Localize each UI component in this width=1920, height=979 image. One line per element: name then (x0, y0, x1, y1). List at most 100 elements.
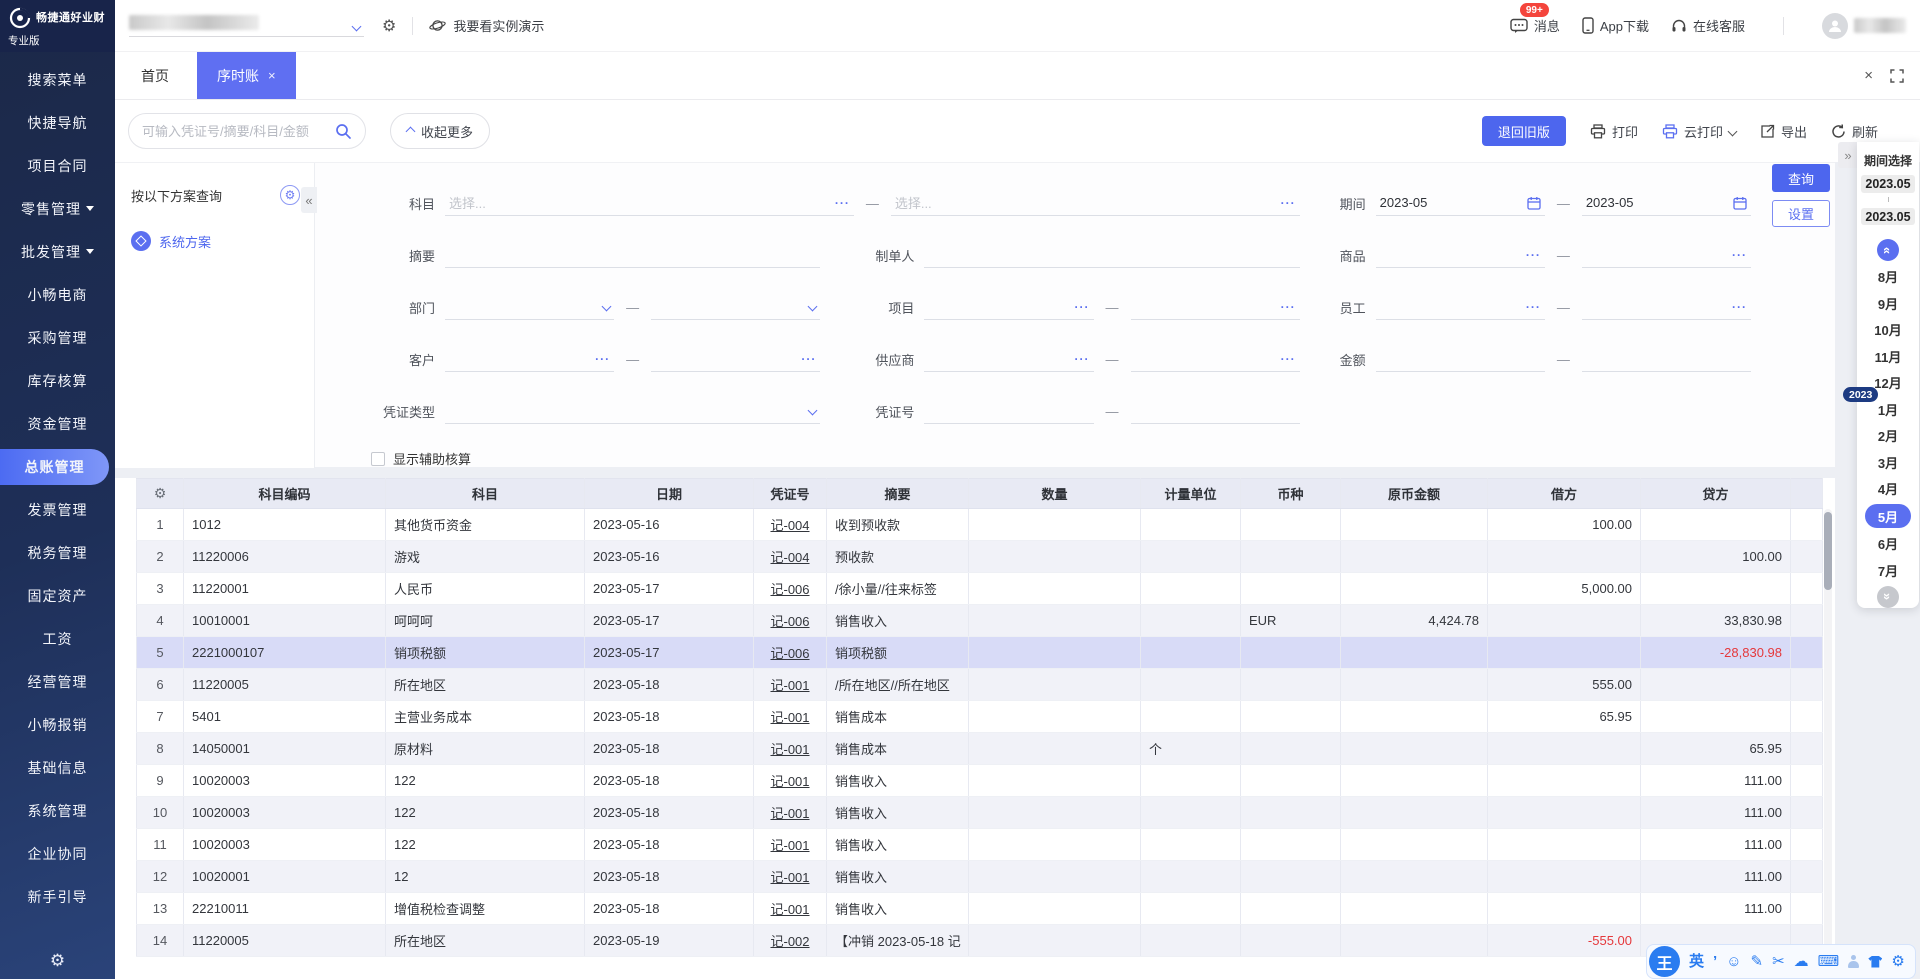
month-item-9[interactable]: 9月 (1877, 296, 1899, 312)
filter-field-project-1[interactable]: ··· (924, 294, 1094, 320)
table-row[interactable]: 6 11220005 所在地区 2023-05-18 记-001/所在地区//所在地区 5… (136, 668, 1823, 701)
tab-home[interactable]: 首页 (141, 67, 169, 84)
fullscreen-icon[interactable] (1890, 68, 1904, 83)
period-to[interactable]: 2023.05 (1861, 207, 1915, 226)
month-item-3[interactable]: 3月 (1877, 455, 1899, 471)
online-support-button[interactable]: 在线客服 (1671, 16, 1745, 35)
collapse-panel-icon[interactable]: « (301, 187, 317, 213)
ime-logo-icon[interactable]: 王 (1649, 946, 1680, 977)
table-row[interactable]: 4 10010001 呵呵呵 2023-05-17 记-006 销售收入 EUR 4,424.… (136, 604, 1823, 637)
voucher-link[interactable]: 记-001 (770, 678, 810, 693)
gear-icon[interactable]: ⚙ (382, 17, 397, 35)
screenshot-scissors-icon[interactable]: ✂ (1772, 953, 1785, 970)
sidebar-item-invoice-mgmt[interactable]: 发票管理 (0, 488, 115, 531)
query-button[interactable]: 查询 (1772, 164, 1830, 192)
ellipsis-picker-icon[interactable]: ··· (1280, 351, 1296, 366)
ellipsis-picker-icon[interactable]: ··· (1074, 351, 1090, 366)
keyboard-icon[interactable]: ⌨ (1817, 953, 1840, 970)
table-row[interactable]: 8 14050001 原材料 2023-05-18 记-001 销售成本 个 65.95 (136, 732, 1823, 765)
voucher-link[interactable]: 记-001 (770, 710, 810, 725)
sidebar-item-system-mgmt[interactable]: 系统管理 (0, 789, 115, 832)
ime-punctuation-icon[interactable]: ’ (1713, 953, 1718, 970)
voucher-link[interactable]: 记-001 (770, 742, 810, 757)
filter-field-supplier-2[interactable]: ··· (1130, 346, 1300, 372)
sidebar-item-search-menu[interactable]: 搜索菜单 (0, 58, 115, 101)
voucher-link[interactable]: 记-001 (770, 838, 810, 853)
ime-settings-gear-icon[interactable]: ⚙ (1891, 953, 1905, 970)
calendar-icon[interactable] (1527, 196, 1541, 210)
month-item-6[interactable]: 6月 (1877, 537, 1899, 553)
month-item-11[interactable]: 11月 (1874, 349, 1902, 365)
voucher-link[interactable]: 记-006 (770, 582, 810, 597)
filter-field-customer-2[interactable]: ··· (651, 346, 821, 372)
search-input[interactable] (142, 123, 335, 139)
scheme-item-system[interactable]: 系统方案 (131, 231, 314, 251)
table-row[interactable]: 9 10020003 122 2023-05-18 记-001 销售收入 111.00 (136, 764, 1823, 797)
ellipsis-picker-icon[interactable]: ··· (834, 195, 850, 210)
month-item-8[interactable]: 8月 (1877, 270, 1899, 286)
table-row[interactable]: 11 10020003 122 2023-05-18 记-001 销售收入 111.00 (136, 828, 1823, 861)
scheme-settings-gear-icon[interactable]: ⚙ (280, 185, 300, 205)
filter-field-goods-2[interactable]: ··· (1581, 242, 1751, 268)
sidebar-item-inventory-accounting[interactable]: 库存核算 (0, 359, 115, 402)
table-row[interactable]: 5 2221000107 销项税额 2023-05-17 记-006 销项税额 -28,83… (136, 636, 1823, 669)
sidebar-item-operation-mgmt[interactable]: 经营管理 (0, 660, 115, 703)
filter-field-customer-1[interactable]: ··· (445, 346, 615, 372)
demo-link[interactable]: 我要看实例演示 (429, 16, 544, 35)
sidebar-item-general-ledger[interactable]: 总账管理 (0, 448, 109, 485)
filter-field-voucher-type-1[interactable] (445, 398, 821, 424)
voucher-link[interactable]: 记-004 (770, 550, 810, 565)
month-item-1[interactable]: 1月 2023 (1843, 387, 1919, 420)
filter-field-summary-1[interactable] (445, 242, 821, 268)
ellipsis-picker-icon[interactable]: ··· (1732, 247, 1747, 262)
filter-field-amount-1[interactable] (1375, 346, 1545, 372)
filter-field-employee-2[interactable]: ··· (1581, 294, 1751, 320)
table-row[interactable]: 7 5401 主营业务成本 2023-05-18 记-001 销售成本 65.95 (136, 700, 1823, 733)
aux-accounting-checkbox[interactable]: 显示辅助核算 (371, 449, 1835, 468)
print-button[interactable]: 打印 (1590, 122, 1638, 141)
tab-close-icon[interactable]: × (268, 68, 276, 83)
filter-field-project-2[interactable]: ··· (1130, 294, 1300, 320)
voucher-link[interactable]: 记-006 (770, 614, 810, 629)
sidebar-item-tax-mgmt[interactable]: 税务管理 (0, 531, 115, 574)
filter-field-voucher-no-1[interactable] (924, 398, 1094, 424)
voucher-link[interactable]: 记-001 (770, 806, 810, 821)
filter-field-subject-1[interactable]: 选择... ··· (445, 190, 854, 216)
voucher-link[interactable]: 记-001 (770, 774, 810, 789)
cloud-icon[interactable]: ☁ (1793, 953, 1809, 970)
ellipsis-picker-icon[interactable]: ··· (1280, 195, 1296, 210)
ellipsis-picker-icon[interactable]: ··· (1525, 299, 1541, 314)
sidebar-settings-gear-icon[interactable]: ⚙ (49, 951, 66, 970)
voucher-link[interactable]: 记-004 (770, 518, 810, 533)
scroll-down-icon[interactable]: » (1877, 585, 1899, 608)
month-item-4[interactable]: 4月 (1877, 482, 1899, 498)
month-item-7[interactable]: 7月 (1877, 563, 1899, 579)
table-row[interactable]: 14 11220005 所在地区 2023-05-19 记-002 【冲销 2023-05… (136, 924, 1823, 957)
ime-language-toggle[interactable]: 英 (1689, 953, 1705, 970)
ellipsis-picker-icon[interactable]: ··· (1074, 299, 1090, 314)
table-row[interactable]: 10 10020003 122 2023-05-18 记-001 销售收入 111.00 (136, 796, 1823, 829)
filter-field-supplier-1[interactable]: ··· (924, 346, 1094, 372)
scroll-up-icon[interactable]: « (1877, 239, 1899, 262)
refresh-button[interactable]: 刷新 (1831, 122, 1878, 141)
ellipsis-picker-icon[interactable]: ··· (801, 351, 817, 366)
back-to-old-version-button[interactable]: 退回旧版 (1481, 116, 1566, 146)
month-item-2[interactable]: 2月 (1877, 429, 1899, 445)
table-row[interactable]: 3 11220001 人民币 2023-05-17 记-006/徐小量//往来标签 5,0… (136, 572, 1823, 605)
filter-field-period-2[interactable]: 2023-05 (1581, 190, 1751, 216)
filter-field-amount-2[interactable] (1581, 346, 1751, 372)
sidebar-item-basic-info[interactable]: 基础信息 (0, 746, 115, 789)
month-item-5[interactable]: 5月 (1865, 504, 1911, 529)
voucher-link[interactable]: 记-006 (770, 646, 810, 661)
ellipsis-picker-icon[interactable]: ··· (1732, 299, 1747, 314)
account-person-icon[interactable] (1848, 955, 1860, 968)
voucher-link[interactable]: 记-001 (770, 870, 810, 885)
sidebar-item-enterprise-collab[interactable]: 企业协同 (0, 832, 115, 875)
sidebar-item-quick-nav[interactable]: 快捷导航 (0, 101, 115, 144)
settings-button[interactable]: 设置 (1772, 200, 1830, 227)
table-settings-gear-icon[interactable]: ⚙ (136, 478, 184, 509)
period-panel-expander[interactable]: » (1838, 142, 1858, 168)
filter-field-period-1[interactable]: 2023-05 (1375, 190, 1545, 216)
table-row[interactable]: 1 1012 其他货币资金 2023-05-16 记-004 收到预收款 100.00 (136, 508, 1823, 541)
tab-journal-active[interactable]: 序时账 × (197, 52, 296, 99)
